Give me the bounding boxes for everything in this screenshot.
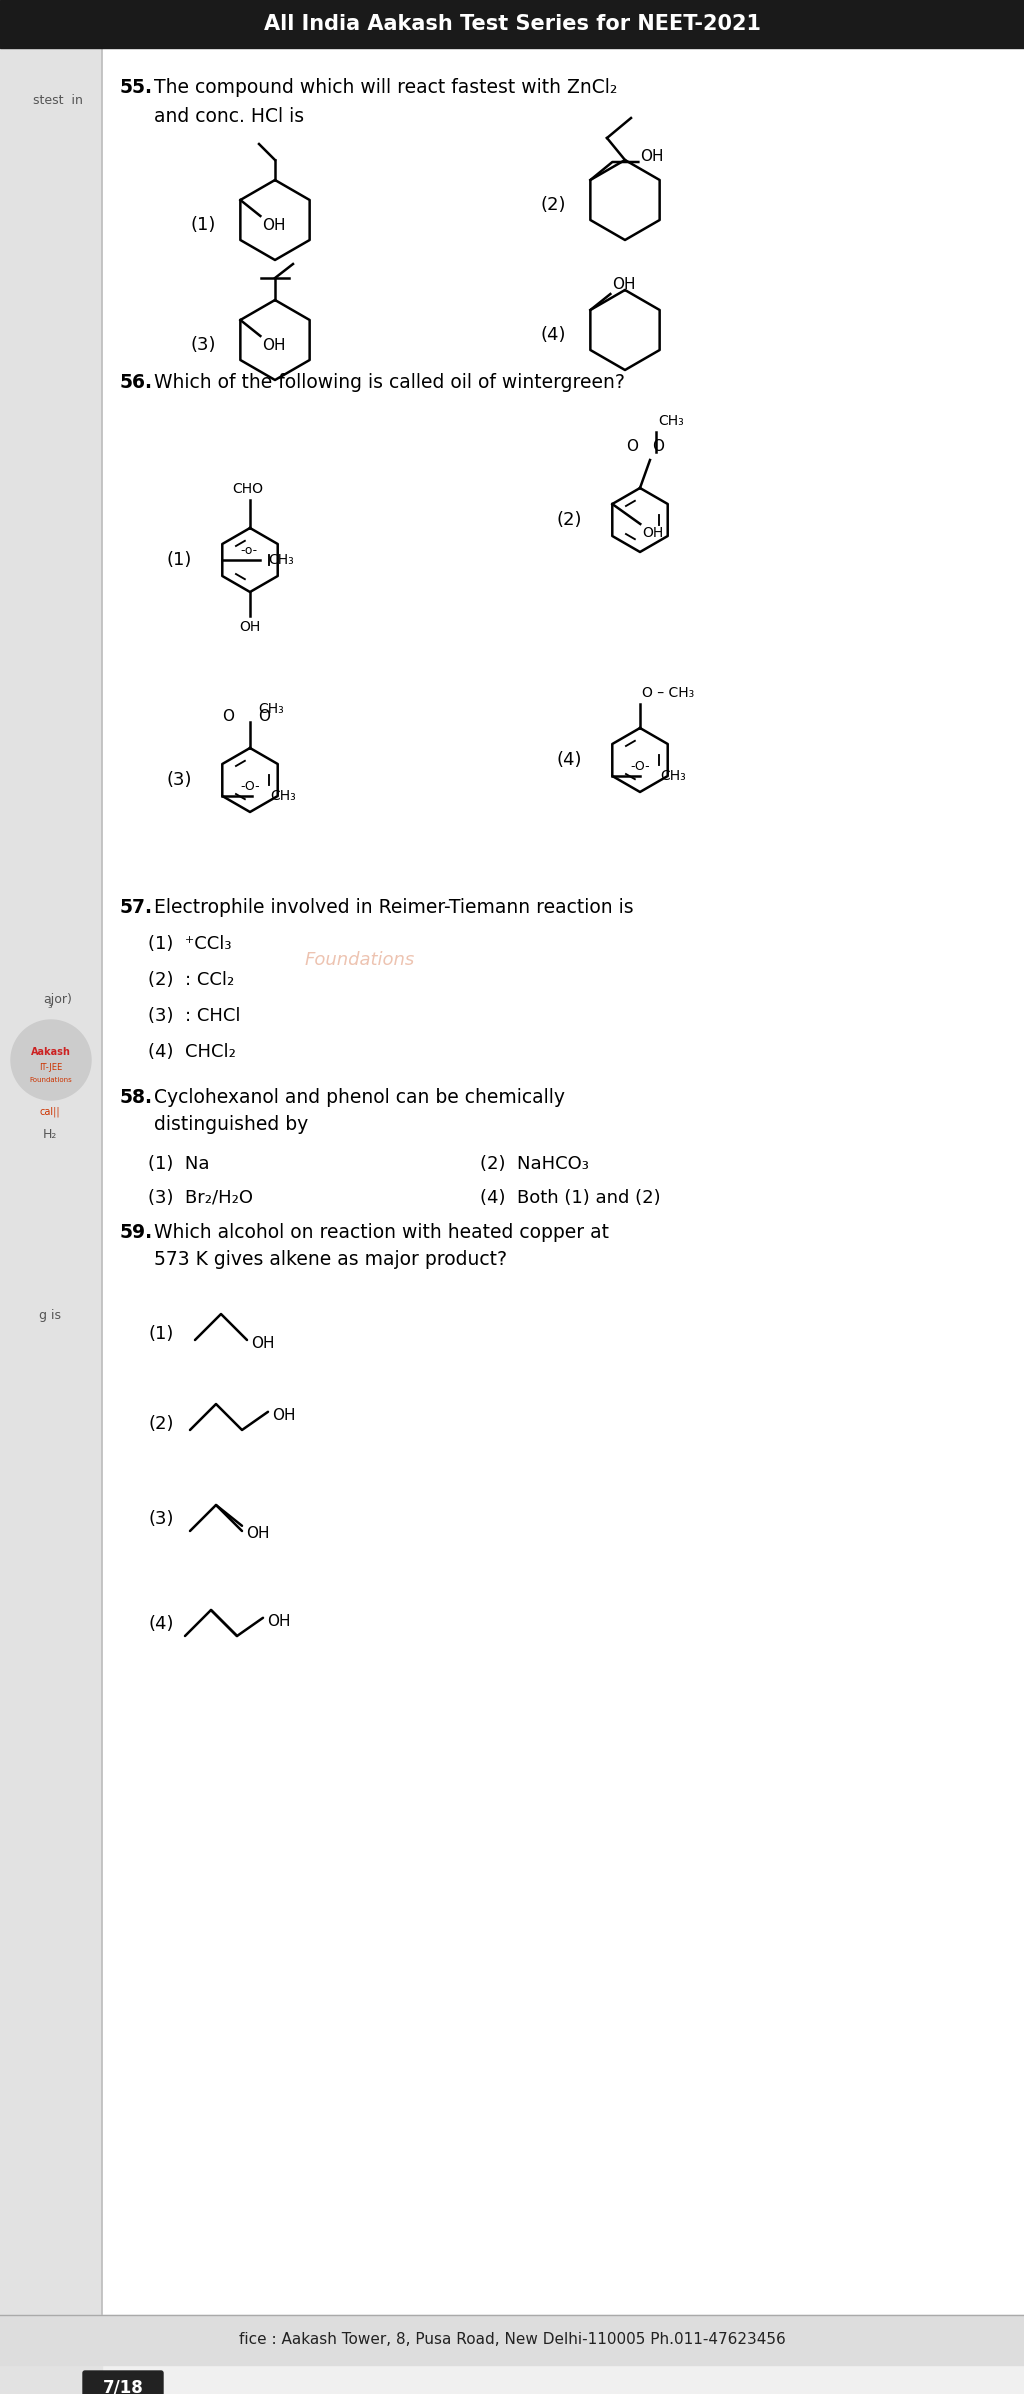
Text: g is: g is xyxy=(39,1310,61,1321)
Text: All India Aakash Test Series for NEET-2021: All India Aakash Test Series for NEET-20… xyxy=(263,14,761,34)
Text: (1): (1) xyxy=(166,551,191,570)
Text: (2)  NaHCO₃: (2) NaHCO₃ xyxy=(480,1154,589,1173)
Text: (3)  : CHCl: (3) : CHCl xyxy=(148,1008,241,1025)
Text: CH₃: CH₃ xyxy=(270,790,296,802)
Text: (4)  Both (1) and (2): (4) Both (1) and (2) xyxy=(480,1190,660,1207)
Text: Which of the following is called oil of wintergreen?: Which of the following is called oil of … xyxy=(154,373,625,393)
Text: (1)  ⁺CCl₃: (1) ⁺CCl₃ xyxy=(148,936,231,953)
Text: (1): (1) xyxy=(191,215,216,235)
Text: O: O xyxy=(258,709,270,723)
Text: ₃: ₃ xyxy=(48,1001,52,1010)
Text: (4): (4) xyxy=(556,752,582,768)
Text: O – CH₃: O – CH₃ xyxy=(642,687,694,699)
Bar xyxy=(0,48,102,2394)
Text: OH: OH xyxy=(251,1336,274,1353)
Text: IT-JEE: IT-JEE xyxy=(39,1063,62,1073)
Text: OH: OH xyxy=(272,1408,296,1424)
Text: The compound which will react fastest with ZnCl₂: The compound which will react fastest wi… xyxy=(154,79,617,98)
Text: (2): (2) xyxy=(541,196,566,213)
Text: Electrophile involved in Reimer-Tiemann reaction is: Electrophile involved in Reimer-Tiemann … xyxy=(154,898,634,917)
Text: cal||: cal|| xyxy=(40,1106,60,1118)
Text: -o-: -o- xyxy=(241,543,257,558)
Text: distinguished by: distinguished by xyxy=(154,1116,308,1135)
Text: fice : Aakash Tower, 8, Pusa Road, New Delhi-110005 Ph.011-47623456: fice : Aakash Tower, 8, Pusa Road, New D… xyxy=(239,2332,785,2349)
Text: OH: OH xyxy=(640,148,664,165)
Text: CH₃: CH₃ xyxy=(658,414,684,429)
Text: OH: OH xyxy=(612,278,636,292)
Text: Foundations: Foundations xyxy=(30,1077,73,1082)
Text: (4)  CHCl₂: (4) CHCl₂ xyxy=(148,1044,236,1061)
Text: OH: OH xyxy=(267,1614,291,1630)
Text: 56.: 56. xyxy=(120,373,153,393)
Text: (1)  Na: (1) Na xyxy=(148,1154,210,1173)
Text: (4): (4) xyxy=(148,1616,173,1633)
Text: OH: OH xyxy=(246,1525,269,1539)
Text: CH₃: CH₃ xyxy=(268,553,294,567)
Text: (3): (3) xyxy=(166,771,191,790)
Text: 573 K gives alkene as major product?: 573 K gives alkene as major product? xyxy=(154,1250,507,1269)
Text: -O-: -O- xyxy=(631,759,650,773)
Text: stest  in: stest in xyxy=(33,93,83,105)
Text: -O-: -O- xyxy=(241,780,260,792)
Text: (2): (2) xyxy=(556,510,582,529)
Text: (2)  : CCl₂: (2) : CCl₂ xyxy=(148,972,234,989)
Text: 57.: 57. xyxy=(120,898,153,917)
Text: OH: OH xyxy=(262,338,286,352)
Text: 59.: 59. xyxy=(120,1223,154,1242)
Text: O: O xyxy=(626,438,638,455)
Text: (3): (3) xyxy=(191,335,216,354)
Text: (3): (3) xyxy=(148,1511,173,1527)
Text: OH: OH xyxy=(262,218,286,232)
Text: Which alcohol on reaction with heated copper at: Which alcohol on reaction with heated co… xyxy=(154,1223,609,1242)
Text: 55.: 55. xyxy=(120,79,153,98)
Text: (1): (1) xyxy=(148,1324,173,1343)
Text: CH₃: CH₃ xyxy=(660,768,686,783)
Text: OH: OH xyxy=(240,620,261,634)
Text: CH₃: CH₃ xyxy=(258,701,284,716)
FancyBboxPatch shape xyxy=(83,2370,163,2394)
Text: O: O xyxy=(652,438,664,455)
Text: Aakash: Aakash xyxy=(31,1046,71,1058)
Text: CHO: CHO xyxy=(232,481,263,496)
Text: (2): (2) xyxy=(148,1415,173,1434)
Text: O: O xyxy=(222,709,234,723)
Text: (4): (4) xyxy=(541,326,566,345)
Text: H₂: H₂ xyxy=(43,1128,57,1142)
Text: Cyclohexanol and phenol can be chemically: Cyclohexanol and phenol can be chemicall… xyxy=(154,1087,565,1106)
Text: OH: OH xyxy=(642,527,664,541)
Bar xyxy=(0,2315,1024,2365)
Circle shape xyxy=(11,1020,91,1099)
Text: 7/18: 7/18 xyxy=(102,2380,143,2394)
Text: 58.: 58. xyxy=(120,1087,153,1106)
Text: and conc. HCl is: and conc. HCl is xyxy=(154,108,304,127)
Text: ajor): ajor) xyxy=(44,994,73,1005)
Bar xyxy=(0,0,1024,48)
Text: (3)  Br₂/H₂O: (3) Br₂/H₂O xyxy=(148,1190,253,1207)
Text: Foundations: Foundations xyxy=(305,950,416,970)
